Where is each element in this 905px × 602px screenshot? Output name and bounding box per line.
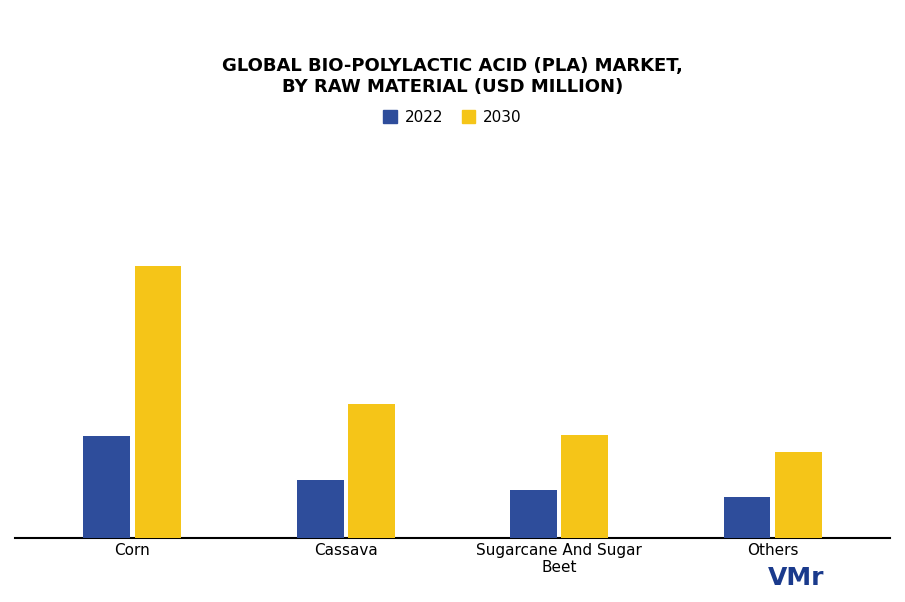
Bar: [775, 452, 822, 538]
Bar: [723, 497, 770, 538]
Text: VMr: VMr: [768, 566, 824, 590]
Bar: [348, 404, 395, 538]
Legend: 2022, 2030: 2022, 2030: [377, 104, 528, 131]
Bar: [83, 436, 130, 538]
Bar: [135, 266, 182, 538]
Bar: [561, 435, 608, 538]
Title: GLOBAL BIO-POLYLACTIC ACID (PLA) MARKET,
BY RAW MATERIAL (USD MILLION): GLOBAL BIO-POLYLACTIC ACID (PLA) MARKET,…: [222, 57, 683, 96]
Bar: [510, 490, 557, 538]
Bar: [297, 480, 344, 538]
